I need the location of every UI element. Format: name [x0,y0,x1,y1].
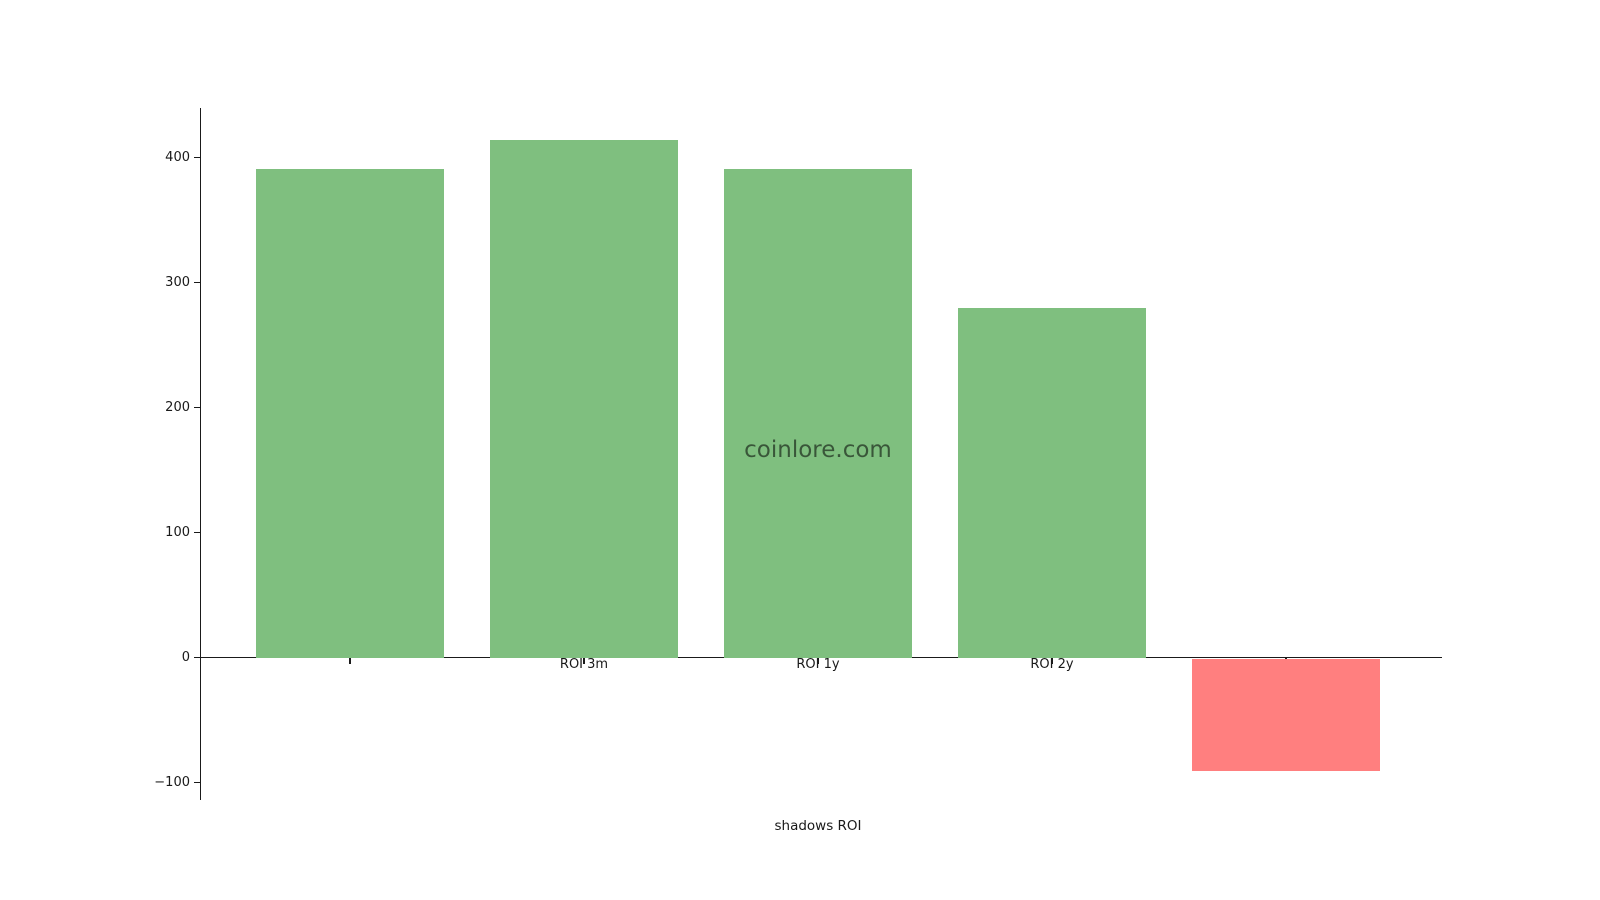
y-tick-label: 300 [165,275,190,290]
y-tick-label: 200 [165,400,190,415]
bar-roi-3m [490,140,678,658]
watermark-text: coinlore.com [744,437,892,463]
y-tick [194,406,201,409]
x-tick [1051,657,1053,664]
y-tick-label: 100 [165,525,190,540]
y-tick [194,156,201,159]
y-tick-label: 0 [181,650,190,665]
y-tick [194,656,201,659]
x-tick-label: ROI 2y [1030,657,1074,672]
y-tick-label: 400 [165,150,190,165]
x-tick-label: ROI 3m [559,657,609,672]
x-axis-zero-line [199,657,1442,659]
y-tick-label: −100 [154,775,190,790]
bar-roi-2y [958,307,1146,658]
x-tick [349,657,351,664]
y-tick [194,281,201,284]
x-tick [817,657,819,664]
y-tick [194,781,201,784]
x-tick-label: ROI 1y [796,657,840,672]
y-axis-line [199,108,201,800]
x-tick [583,657,585,664]
bar-unlabeled-0 [256,168,444,658]
bar-unlabeled-4 [1192,658,1380,772]
chart-xlabel: shadows ROI [774,818,862,834]
bar-roi-1y [724,168,912,658]
y-tick [194,531,201,534]
